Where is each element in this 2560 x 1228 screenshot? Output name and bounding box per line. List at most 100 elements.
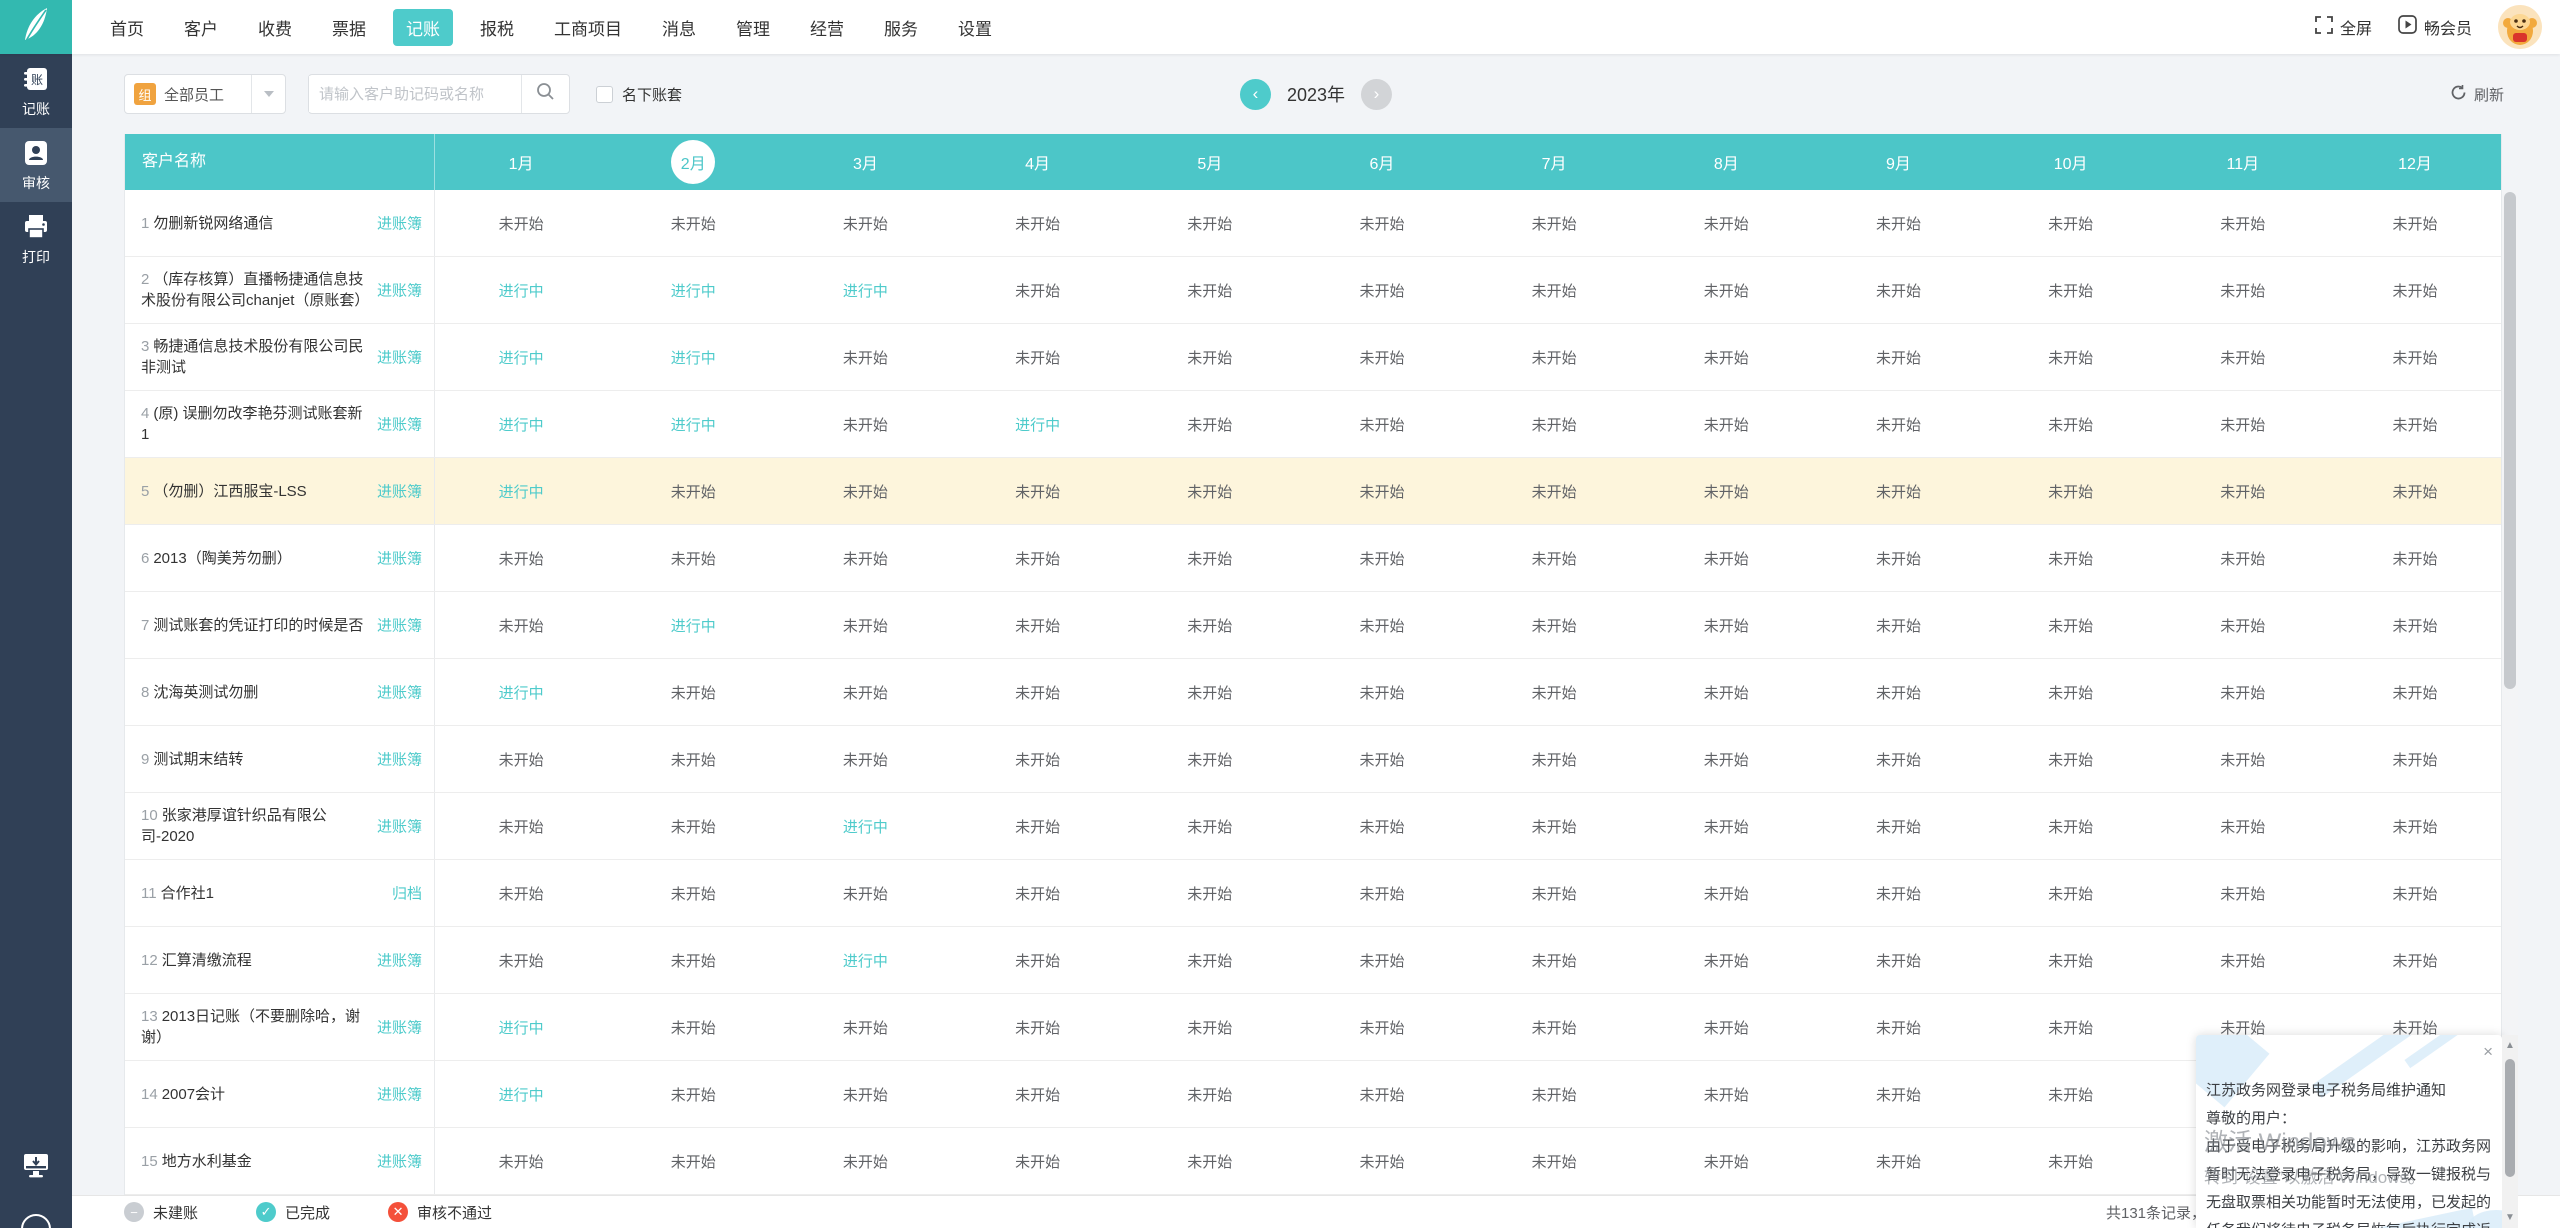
sidebar-item-审核[interactable]: 审核 [0,128,72,202]
search-icon [536,82,555,106]
customer-name: 8 沈海英测试勿删 [141,683,259,701]
status-cell: 未开始 [1359,550,1405,568]
employee-dropdown[interactable]: 组 全部员工 [124,74,286,114]
nav-item-报税[interactable]: 报税 [480,19,514,39]
month-header-3月[interactable]: 3月 [779,134,951,190]
year-pager: ‹ 2023年 › [1239,78,1393,110]
nav-item-客户[interactable]: 客户 [184,19,218,39]
status-cell: 未开始 [1187,1086,1233,1104]
prev-year-button[interactable]: ‹ [1239,78,1271,110]
sidebar-item-记账[interactable]: 账记账 [0,54,72,128]
nav-item-收费[interactable]: 收费 [258,19,292,39]
close-icon[interactable]: × [2483,1042,2493,1061]
status-cell: 未开始 [842,1086,888,1104]
row-number: 13 [141,1008,158,1025]
search-button[interactable] [521,75,569,113]
customer-name-header: 客户名称 [125,134,435,190]
owned-accounts-checkbox[interactable] [596,85,613,103]
status-cell: 未开始 [1015,550,1061,568]
ledger-link[interactable]: 进账簿 [376,751,422,769]
scroll-down-icon[interactable]: ▼ [2505,1212,2515,1223]
nav-item-工商项目[interactable]: 工商项目 [554,19,622,39]
search-input[interactable] [309,76,521,112]
ledger-link[interactable]: 进账簿 [376,617,422,635]
service-icon[interactable] [19,1212,53,1228]
nav-item-消息[interactable]: 消息 [662,19,696,39]
client-download-icon[interactable] [19,1148,53,1182]
month-header-2月[interactable]: 2月 [607,134,779,190]
status-cell: 未开始 [1875,349,1921,367]
status-cell: 未开始 [2220,885,2266,903]
month-header-5月[interactable]: 5月 [1124,134,1296,190]
refresh-label: 刷新 [2473,86,2504,104]
status-cell: 未开始 [2220,952,2266,970]
ledger-link[interactable]: 进账簿 [376,282,422,300]
ledger-link[interactable]: 进账簿 [376,818,422,836]
status-cell: 未开始 [2220,550,2266,568]
month-header-12月[interactable]: 12月 [2329,134,2501,190]
status-cell: 进行中 [670,282,716,300]
customer-cell: 3 畅捷通信息技术股份有限公司民非测试 进账簿 [125,324,435,390]
nav-item-经营[interactable]: 经营 [810,19,844,39]
month-header-4月[interactable]: 4月 [952,134,1124,190]
customer-name: 14 2007会计 [141,1085,226,1103]
status-cell: 未开始 [842,416,888,434]
row-number: 12 [141,951,158,969]
status-cell: 未开始 [670,684,716,702]
month-header-6月[interactable]: 6月 [1296,134,1468,190]
notice-scrollbar-thumb[interactable] [2505,1059,2515,1177]
scroll-up-icon[interactable]: ▲ [2505,1040,2515,1051]
nav-item-服务[interactable]: 服务 [884,19,918,39]
ledger-link[interactable]: 进账簿 [376,550,422,568]
status-cell: 未开始 [1531,1153,1577,1171]
ledger-link[interactable]: 进账簿 [376,1019,422,1037]
nav-item-首页[interactable]: 首页 [110,19,144,39]
scrollbar-thumb[interactable] [2504,192,2516,689]
notice-scrollbar[interactable]: ▲ ▼ [2502,1035,2518,1228]
user-avatar[interactable] [2498,5,2542,49]
ledger-link[interactable]: 进账簿 [376,1086,422,1104]
ledger-link[interactable]: 进账簿 [376,952,422,970]
refresh-button[interactable]: 刷新 [2450,84,2504,105]
month-header-8月[interactable]: 8月 [1640,134,1812,190]
month-header-1月[interactable]: 1月 [435,134,607,190]
member-button[interactable]: 畅会员 [2398,15,2472,39]
status-cell: 未开始 [1015,215,1061,233]
ledger-link[interactable]: 进账簿 [376,1153,422,1171]
table-header: 客户名称 1月 2月 3月 4月 5月 6月 7月 8月 9月 10月 11月 12月 [125,134,2501,190]
ledger-link[interactable]: 归档 [391,885,422,903]
next-year-button[interactable]: › [1361,78,1393,110]
fullscreen-button[interactable]: 全屏 [2315,15,2372,39]
month-header-9月[interactable]: 9月 [1812,134,1984,190]
month-header-10月[interactable]: 10月 [1985,134,2157,190]
row-number: 1 [141,214,150,232]
ledger-link[interactable]: 进账簿 [376,416,422,434]
nav-item-设置[interactable]: 设置 [958,19,992,39]
month-label: 11月 [2226,156,2260,173]
ledger-link[interactable]: 进账簿 [376,349,422,367]
status-cell: 未开始 [1531,1086,1577,1104]
ledger-link[interactable]: 进账簿 [376,215,422,233]
status-cell: 未开始 [1359,1019,1405,1037]
status-cell: 未开始 [2392,751,2438,769]
nav-item-票据[interactable]: 票据 [332,19,366,39]
nav-item-记账[interactable]: 记账 [393,8,453,46]
customer-name: 1 勿删新锐网络通信 [141,214,274,232]
month-header-11月[interactable]: 11月 [2157,134,2329,190]
nav-item-管理[interactable]: 管理 [736,19,770,39]
ledger-link[interactable]: 进账簿 [376,483,422,501]
status-cell: 未开始 [2220,617,2266,635]
status-cell: 未开始 [1015,617,1061,635]
vertical-scrollbar[interactable] [2502,190,2518,1195]
customer-cell: 14 2007会计 进账簿 [125,1061,435,1127]
top-navbar: 首页 客户 收费 票据 记账 报税 工商项目 消息 管理 经营 服务 设置 全屏 畅会员 [0,0,2560,54]
status-cell: 未开始 [2392,282,2438,300]
app-logo[interactable] [0,0,72,54]
row-number: 7 [141,616,150,634]
status-cell: 未开始 [2048,550,2094,568]
status-cell: 未开始 [1359,1086,1405,1104]
sidebar-item-打印[interactable]: 打印 [0,202,72,276]
status-cell: 未开始 [842,885,888,903]
month-header-7月[interactable]: 7月 [1468,134,1640,190]
ledger-link[interactable]: 进账簿 [376,684,422,702]
